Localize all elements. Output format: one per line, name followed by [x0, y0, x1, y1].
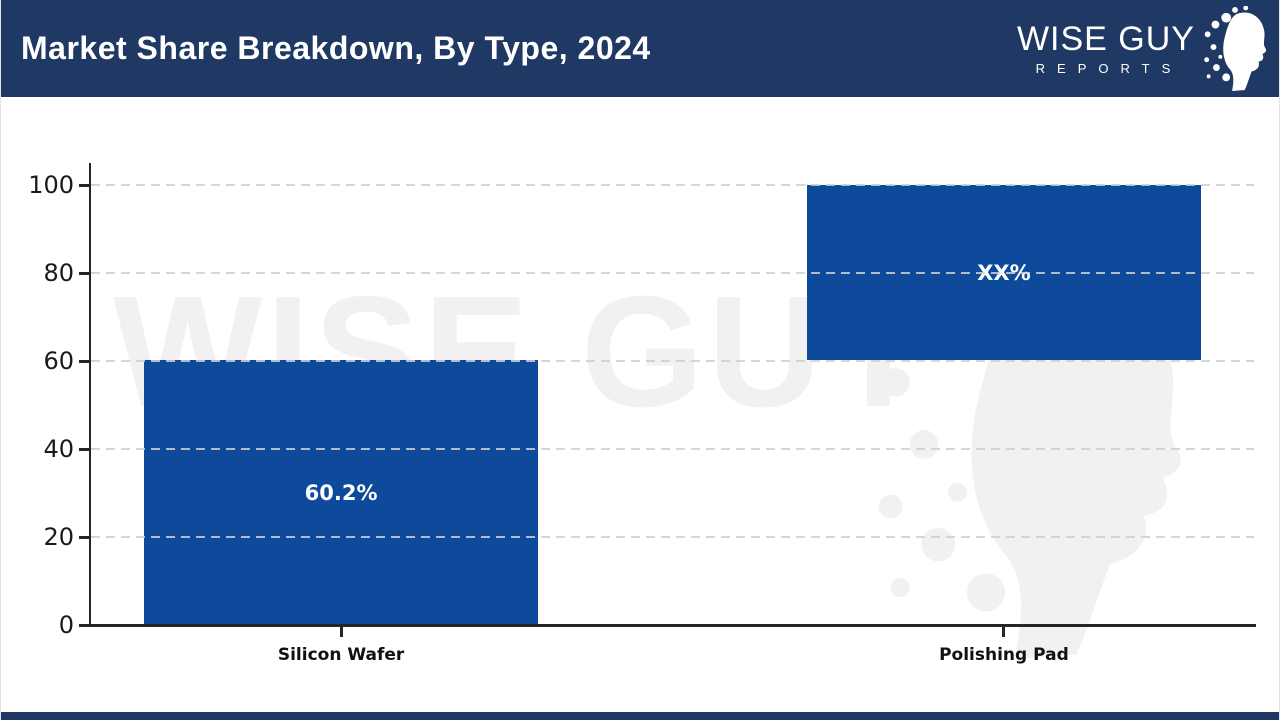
- brand-subname: REPORTS: [1035, 60, 1183, 76]
- x-axis-category-label: Silicon Wafer: [277, 645, 405, 665]
- y-tick-label: 100: [28, 171, 74, 199]
- bar-silicon-wafer: 60.2%: [143, 360, 539, 625]
- gridline: [91, 448, 1254, 450]
- y-axis-line: [89, 163, 91, 627]
- gridline: [91, 184, 1254, 186]
- gridline: [91, 272, 1254, 274]
- x-tick-mark: [1002, 627, 1006, 637]
- footer-bar: [1, 712, 1279, 720]
- y-tick-mark: [79, 272, 89, 275]
- y-tick-mark: [79, 360, 89, 363]
- brand-logo: WISE GUY REPORTS: [1017, 4, 1271, 94]
- header-bar: Market Share Breakdown, By Type, 2024 WI…: [1, 0, 1279, 97]
- y-tick-label: 80: [43, 259, 74, 287]
- plot-area: 0 20 40 60 80 100 60.2% Silicon Wafer XX% Polishi…: [28, 163, 1256, 665]
- x-axis-line: [89, 624, 1256, 627]
- gridline: [91, 536, 1254, 538]
- brand-name: WISE GUY: [1016, 20, 1195, 59]
- x-tick-mark: [339, 627, 343, 637]
- y-tick-label: 0: [58, 611, 74, 639]
- y-tick-label: 60: [43, 347, 74, 375]
- face-logo-icon: [1204, 6, 1267, 92]
- brand-text: WISE GUY REPORTS: [1016, 20, 1195, 76]
- y-tick-mark: [79, 184, 89, 187]
- y-tick-mark: [79, 536, 89, 539]
- x-axis-category-label: Polishing Pad: [939, 645, 1069, 665]
- y-tick-mark: [79, 448, 89, 451]
- bar-value-label: 60.2%: [304, 480, 378, 505]
- gridline: [91, 360, 1254, 362]
- y-tick-label: 40: [43, 435, 74, 463]
- y-tick-mark: [79, 624, 89, 627]
- y-tick-label: 20: [43, 523, 74, 551]
- page-title: Market Share Breakdown, By Type, 2024: [21, 30, 651, 66]
